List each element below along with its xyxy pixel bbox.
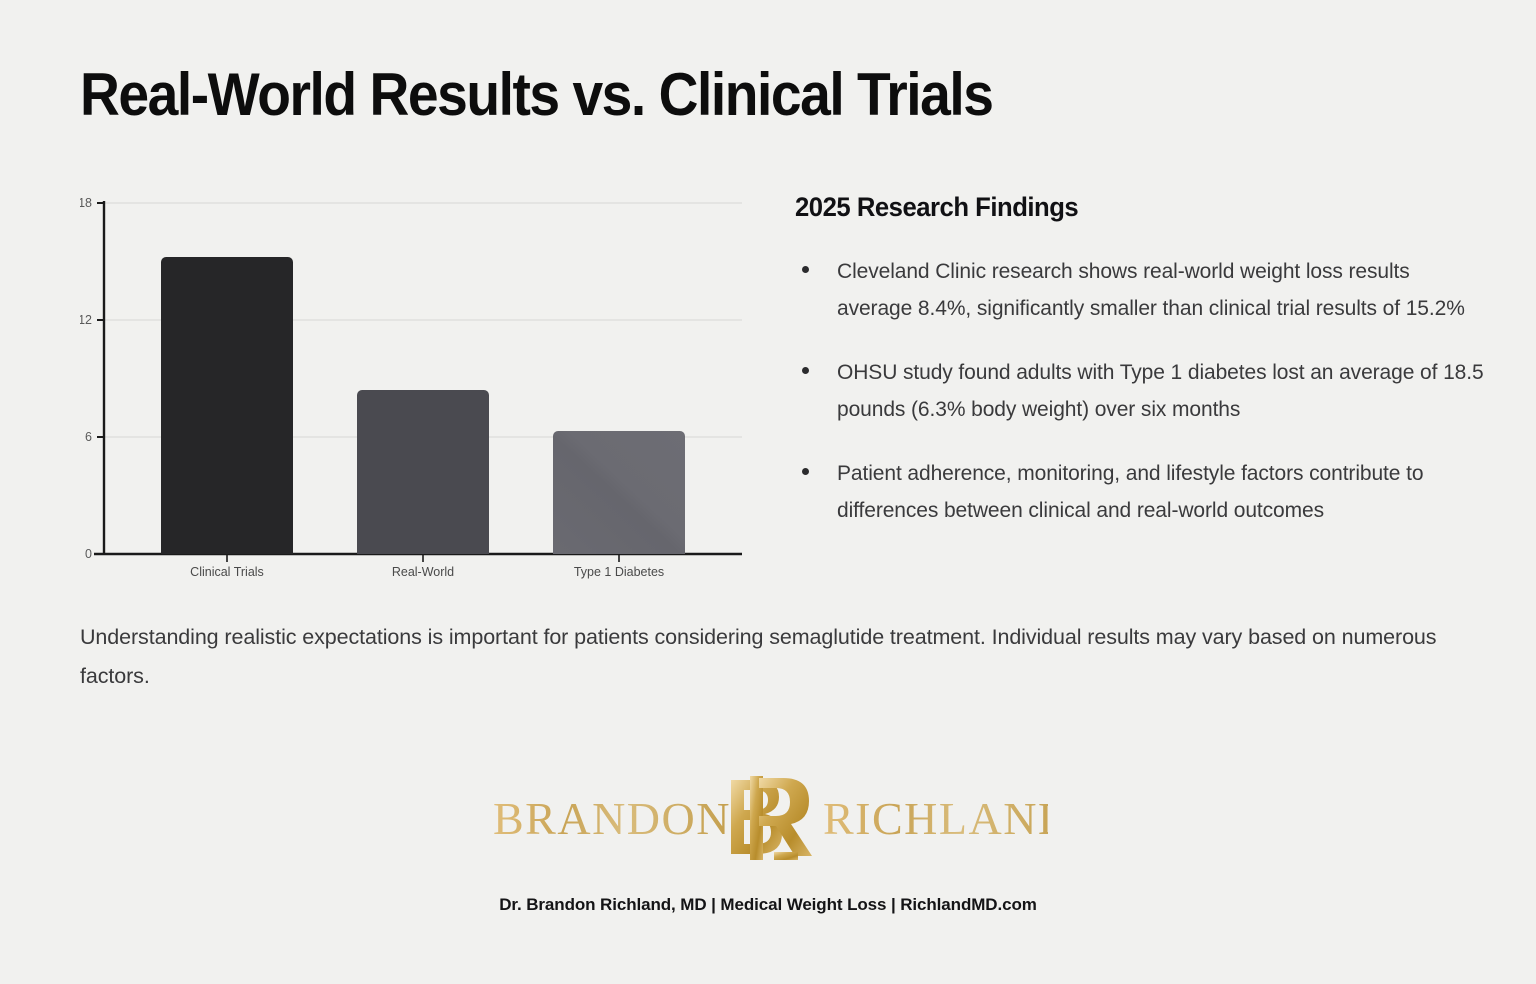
bullet-dot-icon xyxy=(802,366,809,374)
list-item-text: Cleveland Clinic research shows real-wor… xyxy=(837,260,1465,321)
logo-word-right: RICHLAND xyxy=(823,793,1048,844)
x-tick-marks xyxy=(226,554,620,562)
research-findings-panel: 2025 Research Findings Cleveland Clinic … xyxy=(795,192,1485,529)
x-tick-label-type-1-diabetes: Type 1 Diabetes xyxy=(574,565,664,579)
bar-type-1-diabetes xyxy=(553,431,685,554)
bar-chart: 18 12 6 0 xyxy=(80,190,760,580)
y-tick-label: 6 xyxy=(85,430,92,444)
bar-clinical-trials xyxy=(161,257,293,554)
y-tick-label: 18 xyxy=(80,196,92,210)
chart-svg: 18 12 6 0 xyxy=(80,196,742,579)
summary-paragraph: Understanding realistic expectations is … xyxy=(80,625,1437,688)
list-item: Cleveland Clinic research shows real-wor… xyxy=(795,253,1485,328)
logo-word-left: BRANDON xyxy=(493,793,731,844)
findings-bullet-list: Cleveland Clinic research shows real-wor… xyxy=(795,253,1485,529)
bullet-dot-icon xyxy=(802,266,809,273)
y-tick-label: 12 xyxy=(80,313,92,327)
findings-heading: 2025 Research Findings xyxy=(795,192,1079,222)
bullet-dot-icon xyxy=(802,467,809,475)
list-item-text: Patient adherence, monitoring, and lifes… xyxy=(837,461,1424,522)
footer-credit: Dr. Brandon Richland, MD | Medical Weigh… xyxy=(499,895,1037,914)
list-item: OHSU study found adults with Type 1 diab… xyxy=(795,354,1485,429)
page-title: Real-World Results vs. Clinical Trials xyxy=(80,61,994,128)
x-tick-label-clinical-trials: Clinical Trials xyxy=(190,565,264,579)
x-tick-label-real-world: Real-World xyxy=(392,565,454,579)
bar-real-world xyxy=(357,390,489,554)
list-item: Patient adherence, monitoring, and lifes… xyxy=(795,455,1485,530)
brand-logo: BRANDON RICHLAND xyxy=(0,768,1536,868)
y-tick-marks xyxy=(97,202,104,555)
logo-svg: BRANDON RICHLAND xyxy=(493,776,1048,860)
y-tick-label: 0 xyxy=(85,547,92,561)
list-item-text: OHSU study found adults with Type 1 diab… xyxy=(837,360,1484,422)
logo-monogram-icon xyxy=(731,776,812,860)
